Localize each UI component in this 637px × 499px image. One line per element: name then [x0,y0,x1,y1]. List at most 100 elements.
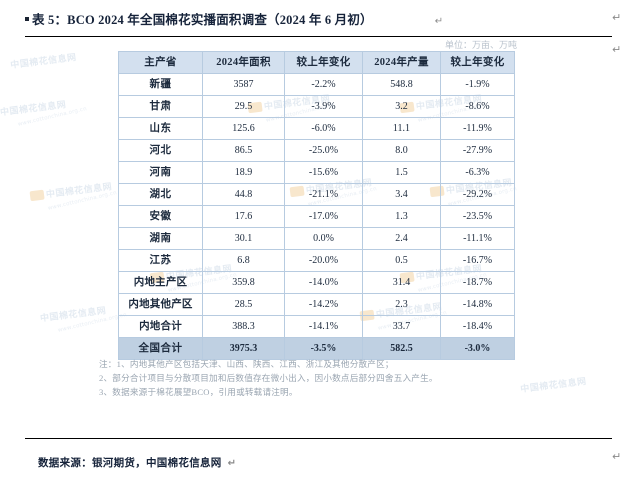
cell-area: 3975.3 [202,337,285,360]
cell-output-change: -3.0% [440,337,515,360]
table-column-header: 较上年变化 [440,51,515,74]
cell-output: 3.2 [362,95,441,118]
unit-caption: 单位：万亩、万吨 [444,40,517,50]
paragraph-mark-icon: ↵ [227,458,237,469]
watermark-url: www.cottonchina.org.cn [47,190,118,212]
paragraph-mark-icon: ↵ [612,450,622,463]
table-row: 湖北 44.8 -21.1% 3.4 -29.2% [118,183,515,206]
cell-province: 河南 [118,161,203,184]
table-row: 山东 125.6 -6.0% 11.1 -11.9% [118,117,515,140]
table-row: 湖南 30.1 0.0% 2.4 -11.1% [118,227,515,250]
divider-bottom [25,438,612,439]
note-line-2: 2、部分合计项目与分散项目加和后数值存在微小出入，因小数点后部分四舍五入产生。 [99,373,438,384]
cell-output-change: -27.9% [440,139,515,162]
cell-output: 8.0 [362,139,441,162]
cell-output: 31.4 [362,271,441,294]
cell-province: 山东 [118,117,203,140]
note-line-3: 3、数据来源于棉花展望BCO，引用或转载请注明。 [99,387,298,398]
cell-output-change: -11.9% [440,117,515,140]
cell-output: 548.8 [362,73,441,96]
bullet-icon [25,17,29,21]
watermark-url: www.cottonchina.org.cn [57,312,128,334]
cell-output-change: -29.2% [440,183,515,206]
watermark: 中国棉花信息网 www.cottonchina.org.cn [0,91,88,128]
table-row: 河南 18.9 -15.6% 1.5 -6.3% [118,161,515,184]
cell-province: 新疆 [118,73,203,96]
cell-province: 湖北 [118,183,203,206]
cell-output: 11.1 [362,117,441,140]
cell-area: 28.5 [202,293,285,316]
data-source-label: 数据来源：银河期货，中国棉花信息网 [38,458,222,469]
cell-area-change: -2.2% [284,73,363,96]
watermark: 中国棉花信息网 www.cottonchina.org.cn [39,297,128,334]
cell-area-change: -6.0% [284,117,363,140]
cell-output: 3.4 [362,183,441,206]
table-row: 全国合计 3975.3 -3.5% 582.5 -3.0% [118,337,515,360]
cell-area-change: -3.5% [284,337,363,360]
cell-area: 44.8 [202,183,285,206]
cell-province: 内地其他产区 [118,293,203,316]
table-row: 内地其他产区 28.5 -14.2% 2.3 -14.8% [118,293,515,316]
cell-province: 全国合计 [118,337,203,360]
cell-province: 河北 [118,139,203,162]
cell-area: 30.1 [202,227,285,250]
cell-area-change: -15.6% [284,161,363,184]
table-notes: 注：1、内地其他产区包括天津、山西、陕西、江西、浙江及其他分散产区； 2、部分合… [99,357,529,400]
page-title: 表 5：BCO 2024 年全国棉花实播面积调查（2024 年 6 月初） [32,13,373,27]
cell-area: 6.8 [202,249,285,272]
cell-output-change: -8.6% [440,95,515,118]
cell-output: 1.5 [362,161,441,184]
table-column-header: 主产省 [118,51,203,74]
cell-output-change: -16.7% [440,249,515,272]
watermark: 中国棉花信息网 [519,370,587,397]
cell-area-change: -25.0% [284,139,363,162]
table-header-row: 主产省 2024年面积 较上年变化 2024年产量 较上年变化 [118,51,515,74]
watermark: 中国棉花信息网 [9,46,77,73]
cell-area: 86.5 [202,139,285,162]
paragraph-mark-icon: ↵ [612,43,622,56]
table-row: 江苏 6.8 -20.0% 0.5 -16.7% [118,249,515,272]
cell-province: 内地主产区 [118,271,203,294]
cell-area: 359.8 [202,271,285,294]
cotton-acreage-table-container: 主产省 2024年面积 较上年变化 2024年产量 较上年变化 新疆 3587 -2.2% 5… [118,51,515,360]
cell-output: 1.3 [362,205,441,228]
watermark-url: www.cottonchina.org.cn [17,106,88,128]
cell-output-change: -1.9% [440,73,515,96]
cell-area: 3587 [202,73,285,96]
cell-area-change: -3.9% [284,95,363,118]
cell-area-change: -21.1% [284,183,363,206]
cell-output: 0.5 [362,249,441,272]
paragraph-mark-icon: ↵ [612,11,622,24]
cell-output-change: -18.4% [440,315,515,338]
cell-area-change: -14.1% [284,315,363,338]
cell-area-change: 0.0% [284,227,363,250]
cell-output-change: -11.1% [440,227,515,250]
cell-area-change: -14.0% [284,271,363,294]
cell-province: 安徽 [118,205,203,228]
cell-output-change: -23.5% [440,205,515,228]
table-row: 甘肃 29.5 -3.9% 3.2 -8.6% [118,95,515,118]
cell-output-change: -18.7% [440,271,515,294]
cell-output: 33.7 [362,315,441,338]
cell-area-change: -17.0% [284,205,363,228]
paragraph-mark-icon: ↵ [434,16,444,27]
watermark-brand: 中国棉花信息网 [9,52,78,71]
watermark-brand: 中国棉花信息网 [519,376,588,395]
table-row: 内地合计 388.3 -14.1% 33.7 -18.4% [118,315,515,338]
cell-area: 17.6 [202,205,285,228]
cell-area: 18.9 [202,161,285,184]
cell-area-change: -20.0% [284,249,363,272]
cell-area: 125.6 [202,117,285,140]
table-row: 安徽 17.6 -17.0% 1.3 -23.5% [118,205,515,228]
watermark: 中国棉花信息网 www.cottonchina.org.cn [29,175,118,212]
table-header: 主产省 2024年面积 较上年变化 2024年产量 较上年变化 [118,51,515,74]
cell-output: 2.3 [362,293,441,316]
divider-top [25,36,612,37]
watermark-brand: 中国棉花信息网 [39,306,107,325]
cell-province: 湖南 [118,227,203,250]
table-body: 新疆 3587 -2.2% 548.8 -1.9% 甘肃 29.5 -3.9% 3.2 -8.6%… [118,73,515,360]
cell-output: 582.5 [362,337,441,360]
cell-area: 388.3 [202,315,285,338]
cell-area: 29.5 [202,95,285,118]
